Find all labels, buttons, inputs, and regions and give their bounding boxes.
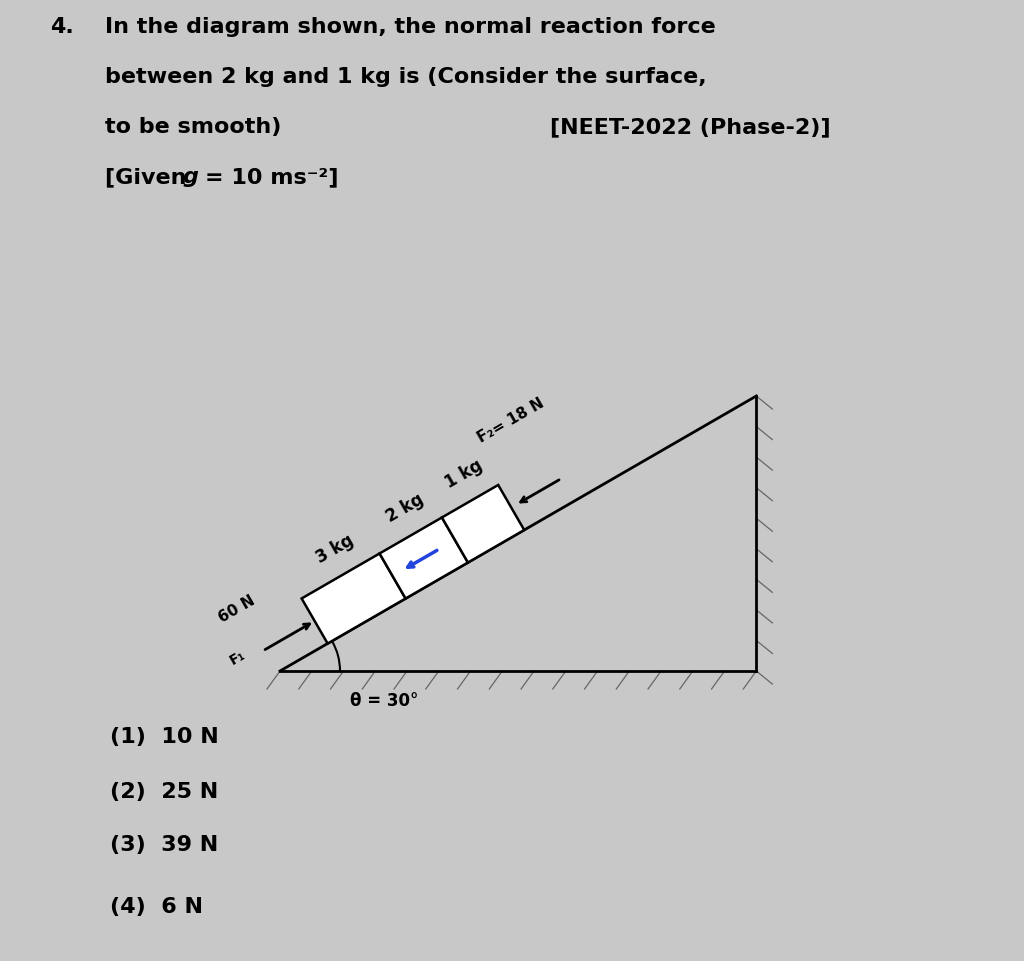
Text: (4)  6 N: (4) 6 N [110,896,203,916]
Text: 60 N: 60 N [216,593,258,626]
Text: F₂= 18 N: F₂= 18 N [475,395,547,445]
Polygon shape [380,518,468,599]
Text: θ = 30°: θ = 30° [350,691,419,709]
Text: [NEET-2022 (Phase-2)]: [NEET-2022 (Phase-2)] [550,117,830,136]
Text: [Given: [Given [105,167,195,186]
Text: (1)  10 N: (1) 10 N [110,727,219,747]
Text: 4.: 4. [50,17,74,37]
Text: 1 kg: 1 kg [442,456,486,491]
Text: F₁: F₁ [227,647,248,667]
Text: (3)  39 N: (3) 39 N [110,834,218,854]
Text: to be smooth): to be smooth) [105,117,282,136]
Text: between 2 kg and 1 kg is (Consider the surface,: between 2 kg and 1 kg is (Consider the s… [105,67,707,86]
Text: In the diagram shown, the normal reaction force: In the diagram shown, the normal reactio… [105,17,716,37]
Polygon shape [442,485,524,563]
Text: g: g [183,167,199,186]
Polygon shape [302,554,406,644]
Text: 2 kg: 2 kg [383,490,427,526]
Text: 3 kg: 3 kg [312,530,356,566]
Text: (2)  25 N: (2) 25 N [110,781,218,801]
Text: = 10 ms⁻²]: = 10 ms⁻²] [205,167,339,186]
